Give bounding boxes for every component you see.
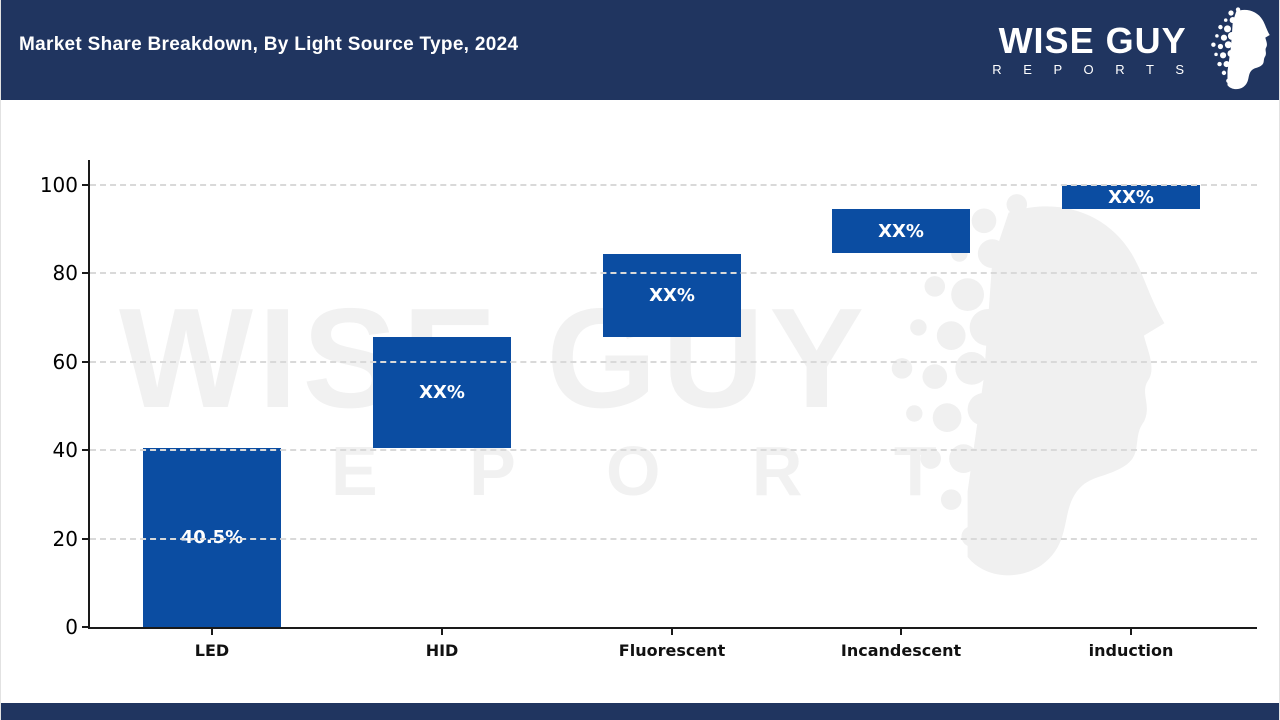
x-axis-label-led: LED bbox=[194, 641, 230, 660]
gridline bbox=[90, 449, 1257, 452]
bar-value-label: XX% bbox=[1108, 186, 1154, 208]
bar-hid: XX% bbox=[373, 337, 511, 448]
y-axis-tick-label: 100 bbox=[39, 173, 78, 197]
y-axis-tick-label: 40 bbox=[52, 438, 78, 463]
y-axis-line bbox=[88, 160, 90, 629]
y-axis-tick-label: 80 bbox=[52, 261, 78, 286]
gridline bbox=[90, 537, 1257, 540]
y-axis-tick-label: 20 bbox=[52, 526, 78, 551]
y-tick bbox=[82, 272, 90, 275]
x-axis-label-incandescent: Incandescent bbox=[840, 641, 962, 660]
x-tick bbox=[900, 627, 902, 635]
x-tick bbox=[671, 627, 673, 635]
bar-value-label: 40.5% bbox=[180, 526, 244, 548]
bar-value-label: XX% bbox=[649, 284, 695, 306]
bar-led: 40.5% bbox=[143, 447, 281, 627]
y-axis-tick-label: 60 bbox=[52, 349, 78, 374]
watermark-text-reports: R E P O R T S bbox=[189, 432, 1111, 510]
bar-value-label: XX% bbox=[878, 220, 924, 242]
header-band: Market Share Breakdown, By Light Source … bbox=[1, 0, 1279, 100]
y-tick bbox=[82, 537, 90, 540]
bar-induction: XX% bbox=[1062, 185, 1200, 210]
gridline bbox=[90, 184, 1257, 186]
brand-name: WISE GUY bbox=[998, 20, 1187, 61]
x-tick bbox=[1130, 627, 1132, 635]
x-axis-label-induction: induction bbox=[1088, 641, 1174, 660]
x-tick bbox=[211, 627, 213, 635]
brand-logo-text: WISE GUY R E P O R T S bbox=[992, 20, 1193, 78]
chart-title: Market Share Breakdown, By Light Source … bbox=[19, 34, 519, 55]
gridline bbox=[90, 360, 1257, 363]
y-tick bbox=[82, 360, 90, 363]
bar-incandescent: XX% bbox=[832, 209, 970, 254]
x-axis-label-fluorescent: Fluorescent bbox=[618, 641, 726, 660]
x-axis-line bbox=[88, 627, 1257, 629]
footer-band bbox=[1, 703, 1279, 720]
brand-head-icon bbox=[1187, 6, 1275, 94]
gridline bbox=[90, 272, 1257, 275]
y-tick bbox=[82, 626, 90, 628]
y-axis-tick-label: 0 bbox=[65, 615, 78, 639]
bar-value-label: XX% bbox=[419, 382, 465, 404]
x-tick bbox=[441, 627, 443, 635]
brand-subname: R E P O R T S bbox=[992, 62, 1193, 77]
y-tick bbox=[82, 184, 90, 186]
y-tick bbox=[82, 449, 90, 452]
brand-logo: WISE GUY R E P O R T S bbox=[992, 4, 1275, 96]
x-axis-label-hid: HID bbox=[425, 641, 459, 660]
bar-fluorescent: XX% bbox=[603, 253, 741, 338]
